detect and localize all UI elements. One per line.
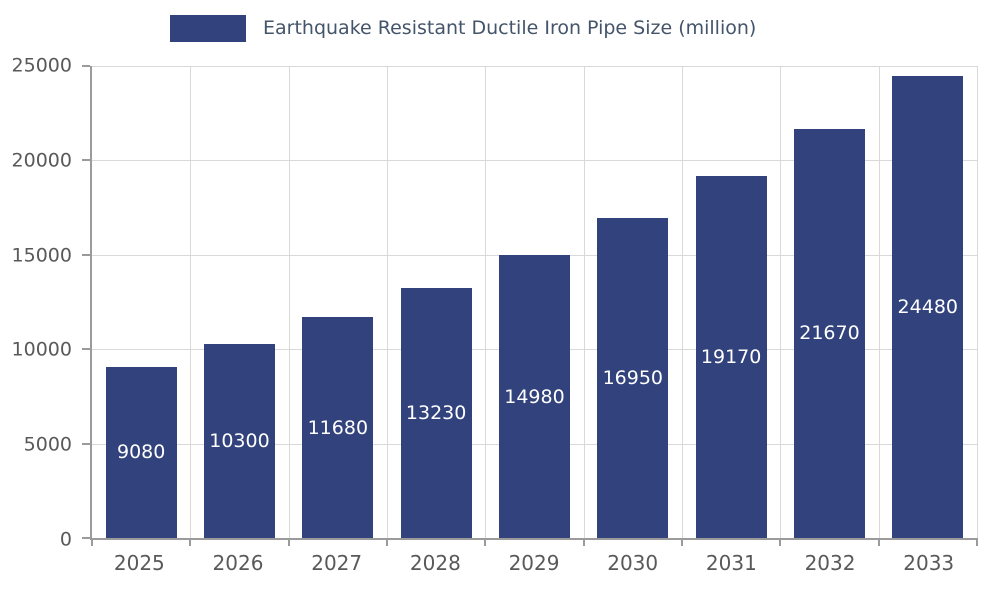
x-axis-category-label: 2033: [903, 551, 955, 575]
legend-swatch: [170, 14, 246, 42]
v-gridline: [780, 66, 782, 538]
bar-value-label: 13230: [405, 402, 467, 425]
h-gridline: [92, 66, 977, 67]
y-axis-tick-label: 15000: [11, 244, 72, 267]
bar-slot: 10300: [190, 66, 288, 538]
x-axis-category-label: 2026: [212, 551, 264, 575]
v-gridline: [386, 66, 388, 538]
x-axis-tick: [484, 538, 487, 546]
y-axis-tick: [82, 253, 90, 256]
x-axis-tick: [779, 538, 782, 546]
bar-slot: 14980: [485, 66, 583, 538]
x-axis-tick: [287, 538, 290, 546]
y-axis-tick: [82, 537, 90, 539]
x-axis-tick: [189, 538, 192, 546]
bar-2031: 19170: [695, 176, 767, 538]
bar-slot: 24480: [879, 66, 977, 538]
bar-2033: 24480: [892, 75, 964, 538]
y-axis-tick-label: 10000: [11, 338, 72, 361]
bar-slot: 13230: [387, 66, 485, 538]
v-gridline: [288, 66, 290, 538]
y-axis-labels: 0 5000 10000 15000 20000 25000: [0, 56, 72, 549]
y-axis-tick: [82, 348, 90, 351]
bar-value-label: 14980: [504, 385, 565, 408]
x-axis-tick: [976, 538, 978, 546]
x-axis-category-label: 2030: [607, 551, 659, 575]
bar-slot: 16950: [584, 66, 682, 538]
v-gridline: [681, 66, 683, 538]
y-axis-tick-label: 20000: [11, 149, 72, 172]
x-axis-tick: [680, 538, 683, 546]
x-axis-category-label: 2032: [804, 551, 856, 575]
x-axis-labels: 2025 2026 2027 2028 2029 2030 2031 2032 2033: [90, 551, 978, 575]
y-axis-tick-label: 25000: [11, 54, 72, 77]
bar-2028: 13230: [400, 288, 472, 538]
x-axis-tick: [385, 538, 388, 546]
bar-slot: 11680: [289, 66, 387, 538]
x-axis-tick: [877, 538, 880, 546]
v-gridline: [583, 66, 585, 538]
bars-layer: 9080 10300 11680 13230 14980 16950 19170 21670 2…: [92, 66, 977, 538]
x-axis-tick: [582, 538, 585, 546]
bar-slot: 21670: [780, 66, 878, 538]
bar-value-label: 21670: [799, 322, 860, 345]
bar-value-label: 19170: [700, 346, 762, 369]
x-axis-category-label: 2031: [705, 551, 757, 575]
legend: Earthquake Resistant Ductile Iron Pipe S…: [170, 13, 756, 43]
bar-value-label: 9080: [116, 441, 166, 464]
y-axis-tick: [82, 65, 90, 67]
x-axis-category-label: 2027: [311, 551, 363, 575]
bar-2029: 14980: [499, 255, 570, 538]
x-axis-category-label: 2029: [508, 551, 560, 575]
bar-slot: 19170: [682, 66, 780, 538]
v-gridline: [190, 66, 192, 538]
y-axis-tick-label: 0: [59, 528, 72, 551]
y-axis-tick: [82, 159, 90, 162]
v-gridline: [485, 66, 487, 538]
h-gridline: [92, 160, 977, 162]
x-axis-category-label: 2025: [113, 551, 165, 575]
bar-2026: 10300: [204, 343, 275, 538]
bar-value-label: 16950: [602, 366, 664, 389]
bar-2030: 16950: [597, 217, 669, 538]
x-axis-tick: [91, 538, 93, 546]
x-axis-category-label: 2028: [409, 551, 461, 575]
bar-value-label: 11680: [307, 416, 369, 439]
v-gridline: [878, 66, 880, 538]
bar-2027: 11680: [302, 317, 374, 538]
bar-value-label: 10300: [209, 429, 270, 452]
bar-value-label: 24480: [897, 295, 959, 318]
legend-label: Earthquake Resistant Ductile Iron Pipe S…: [263, 17, 757, 39]
bar-2032: 21670: [794, 128, 865, 538]
y-axis-tick-label: 5000: [23, 433, 72, 456]
bar-2025: 9080: [105, 366, 177, 538]
y-axis-tick: [82, 442, 90, 445]
bar-slot: 9080: [92, 66, 190, 538]
plot-area: 9080 10300 11680 13230 14980 16950 19170 21670 2…: [82, 65, 978, 546]
